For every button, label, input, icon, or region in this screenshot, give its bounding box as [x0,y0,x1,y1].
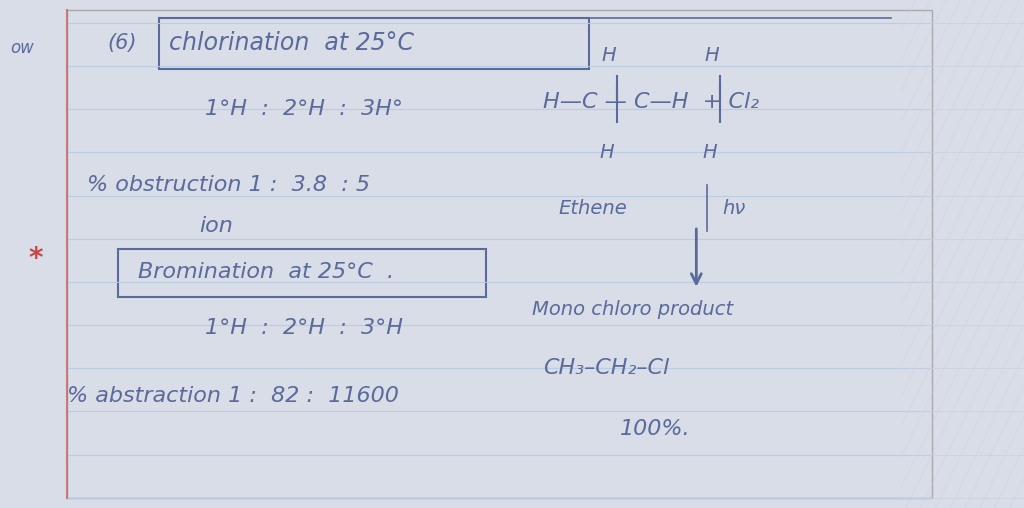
Text: H: H [600,143,614,162]
Text: 100%.: 100%. [620,419,690,439]
Text: % abstraction 1 :  82 :  11600: % abstraction 1 : 82 : 11600 [67,386,398,406]
Text: hν: hν [722,199,745,218]
Text: Bromination  at 25°C  .: Bromination at 25°C . [138,262,394,282]
Text: (6): (6) [108,33,137,53]
Bar [67,10,932,498]
Text: *: * [29,245,43,273]
Text: 1°H  :  2°H  :  3H°: 1°H : 2°H : 3H° [205,99,402,119]
Text: H—C — C—H  + Cl₂: H—C — C—H + Cl₂ [543,91,759,112]
Text: ow: ow [10,39,34,57]
Text: 1°H  :  2°H  :  3°H: 1°H : 2°H : 3°H [205,318,402,338]
Text: H: H [602,46,616,66]
Bar [118,249,486,297]
Text: H: H [705,46,719,66]
Text: Ethene: Ethene [558,199,627,218]
Text: % obstruction 1 :  3.8  : 5: % obstruction 1 : 3.8 : 5 [87,175,370,196]
Bar [159,18,589,69]
Text: Mono chloro product: Mono chloro product [532,300,733,320]
Text: ion: ion [200,216,233,236]
Text: chlorination  at 25°C: chlorination at 25°C [169,31,414,55]
Text: CH₃–CH₂–Cl: CH₃–CH₂–Cl [543,358,669,378]
Text: H: H [702,143,717,162]
